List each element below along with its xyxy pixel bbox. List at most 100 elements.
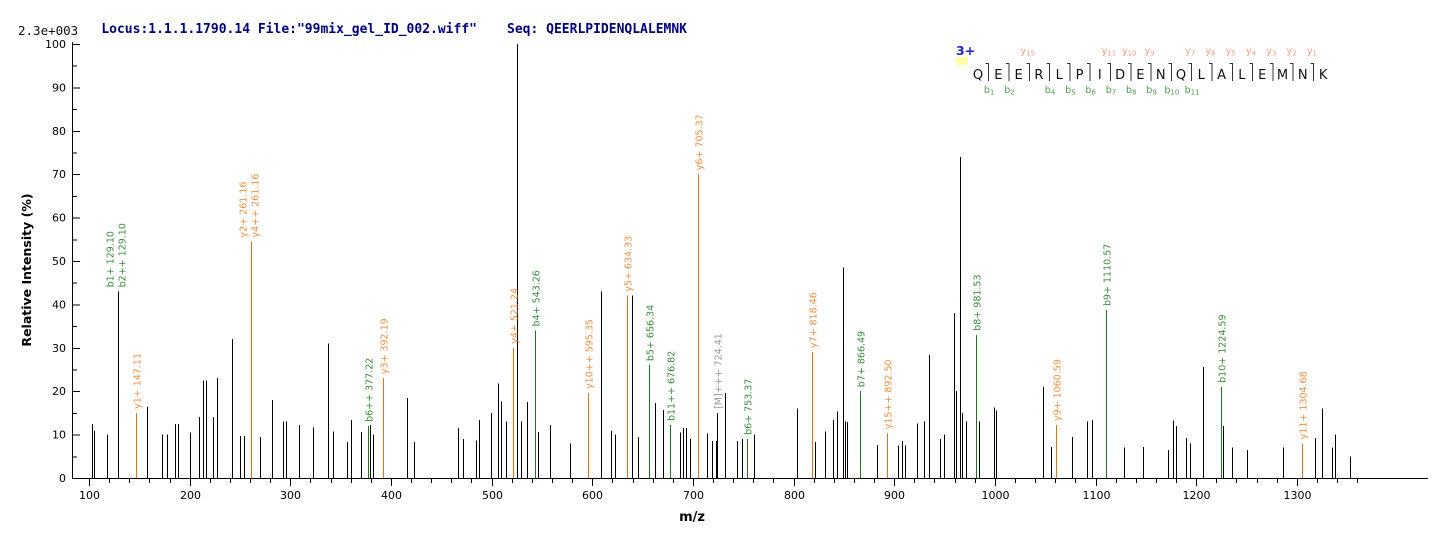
residue-separator [1127,63,1132,81]
peak-label: y2+ 261.16 [239,182,250,238]
seq-y-ion-label: y10 [1122,46,1137,58]
sequence-label: Seq: QEERLPIDENQLALEMNK [507,22,688,37]
seq-y-ion-label: y6 [1205,46,1216,58]
residue-letter: N [1298,68,1308,83]
peak-label: b2++ 129.10 [118,223,129,287]
seq-y-ion-label: y2 [1287,46,1297,58]
x-tick-label: 300 [280,489,301,502]
y-tick-label: 20 [52,385,66,398]
peak-label: b11++ 676.82 [667,351,678,421]
peak-label: b6+ 753.37 [744,379,755,435]
residue-letter: E [1014,68,1022,83]
peak-labels-group: b1+ 129.10 b2++ 129.10 y1+ 147.11 y2+ 261.1… [106,114,1310,439]
residue-letter: L [1198,68,1206,83]
residue-separator [1168,63,1172,81]
y-tick-label: 70 [52,168,66,181]
residue-letter: Q [973,68,983,83]
seq-b-ion-label: b1 [984,85,995,97]
x-ticks: 100 200 300 400 500 600 700 800 900 1000 1100 1200 1… [79,479,1358,502]
peak-label: y6+ 705.37 [695,114,706,170]
residue-separator [1290,63,1294,81]
seq-y-ion-label: y3 [1266,46,1276,58]
seq-b-ion-label: b7 [1106,85,1117,97]
charge-label: 3+ [956,43,975,58]
residue-letter: E [1136,68,1144,83]
x-tick-label: 700 [683,489,704,502]
residue-letter: E [1258,68,1266,83]
residue-letter: K [1319,68,1328,83]
x-tick-label: 200 [180,489,201,502]
peaks-group [92,44,1351,478]
y-axis-title: Relative Intensity (%) [19,193,34,346]
residue-separator [985,63,990,81]
axes [72,42,1428,479]
seq-b-ion-label: b10 [1164,85,1179,97]
x-tick-label: 600 [582,489,603,502]
header-bar: Locus:1.1.1.1790.14 File:"99mix_gel_ID_0… [70,7,687,52]
x-tick-label: 400 [381,489,402,502]
residue-separator [1249,63,1254,81]
peak-label: y9+ 1060.59 [1053,359,1064,421]
residue-separator [1208,63,1213,81]
residue-separator [1148,63,1152,81]
x-tick-label: 100 [79,489,100,502]
residue-separator [1269,63,1274,81]
seq-b-ion-label: b9 [1146,85,1157,97]
peak-label: b7+ 866.49 [857,331,868,387]
seq-b-ion-label: b11 [1185,85,1200,97]
residue-separator [1087,63,1091,81]
seq-y-ion-label: y11 [1102,46,1117,58]
seq-b-ion-label: b6 [1085,85,1096,97]
locus-file-label: Locus:1.1.1.1790.14 File:"99mix_gel_ID_0… [101,22,477,37]
peak-label: y1+ 147.11 [133,353,144,409]
y-tick-label: 60 [52,212,66,225]
residue-separator [1046,63,1051,81]
peak-label: y11+ 1304.68 [1299,371,1310,439]
residue-letter: P [1076,68,1084,83]
residue-separator [1026,63,1030,81]
residue-letter: N [1156,68,1166,83]
seq-b-ion-label: b5 [1065,85,1076,97]
residue-letter: M [1277,68,1288,83]
residue-separator [1107,63,1111,81]
peak-label: b10+ 1224.59 [1218,314,1229,382]
peak-label: b9+ 1110.57 [1103,244,1114,306]
y-tick-label: 80 [52,125,66,138]
seq-b-ion-label: b4 [1045,85,1056,97]
charge-highlight [956,57,968,65]
seq-y-ion-label: y4 [1246,46,1257,58]
x-tick-label: 1300 [1284,489,1312,502]
seq-y-ion-label: y15 [1020,46,1035,58]
residue-letter: I [1098,68,1102,83]
x-axis-title: m/z [679,510,705,525]
peak-label: y4++ 261.16 [251,174,262,238]
peak-label: y15++ 892.50 [884,359,895,429]
y-tick-label: 40 [52,298,66,311]
max-intensity-label: 2.3e+003 [18,23,79,38]
peak-label: b8+ 981.53 [973,274,984,330]
seq-y-ion-label: y5 [1226,46,1236,58]
x-tick-label: 900 [884,489,905,502]
x-tick-label: 500 [482,489,503,502]
residue-letter: Q [1176,68,1186,83]
seq-b-ion-label: b2 [1004,85,1015,97]
y-tick-label: 90 [52,81,66,94]
residue-separator [1310,63,1314,81]
x-tick-label: 1100 [1083,489,1111,502]
x-tick-label: 1000 [982,489,1010,502]
y-tick-label: 0 [59,472,66,485]
residue-separator [1005,63,1010,81]
x-tick-label: 800 [784,489,805,502]
peak-label: y3+ 392.19 [380,318,391,374]
peak-label: y7+ 818.46 [809,292,820,348]
residue-separator [1188,63,1193,81]
peak-label: b1+ 129.10 [106,231,117,287]
y-tick-label: 10 [52,429,66,442]
peak-label: y4+ 521.24 [510,288,521,344]
residue-letter: A [1217,68,1226,83]
residue-letter: R [1034,68,1043,83]
residue-separator [1066,63,1071,81]
